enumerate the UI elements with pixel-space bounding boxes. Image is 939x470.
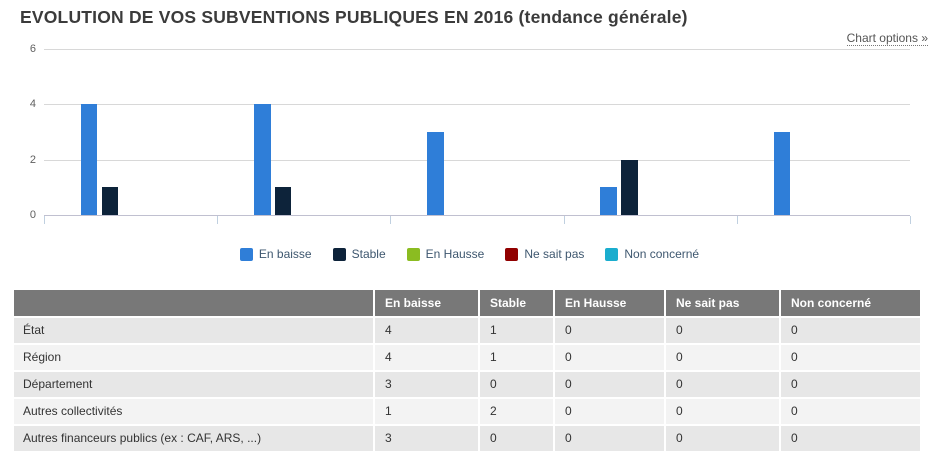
cell-value: 0	[480, 426, 555, 451]
y-axis-tick-label: 4	[29, 98, 36, 111]
cell-value: 0	[666, 372, 781, 397]
gridline	[44, 49, 910, 50]
cell-value: 0	[555, 399, 666, 424]
cell-value: 0	[781, 318, 920, 343]
cell-value: 2	[480, 399, 555, 424]
cell-value: 1	[480, 318, 555, 343]
cell-value: 0	[666, 318, 781, 343]
chart-module: EVOLUTION DE VOS SUBVENTIONS PUBLIQUES E…	[0, 0, 939, 453]
gridline	[44, 159, 910, 161]
row-label: Département	[14, 372, 375, 397]
chart-bar[interactable]	[621, 159, 638, 215]
gridline	[44, 104, 910, 106]
chart-bar[interactable]	[427, 132, 444, 215]
table-row: Département 3 0 0 0 0	[14, 372, 920, 397]
cell-value: 0	[781, 426, 920, 451]
cell-value: 0	[666, 399, 781, 424]
y-axis-tick-label: 2	[29, 153, 36, 166]
y-axis-tick-label: 0	[29, 209, 36, 221]
column-header	[14, 290, 375, 316]
chart-bar[interactable]	[600, 187, 617, 215]
table-row: Autres collectivités 1 2 0 0 0	[14, 399, 920, 424]
cell-value: 4	[375, 345, 480, 370]
x-axis-line	[44, 215, 910, 216]
module-header: EVOLUTION DE VOS SUBVENTIONS PUBLIQUES E…	[0, 0, 939, 46]
legend-label: Stable	[351, 247, 386, 261]
legend-item[interactable]: En Hausse	[406, 247, 485, 261]
table-row: Région 4 1 0 0 0	[14, 345, 920, 370]
x-axis-tick	[910, 216, 911, 224]
bar-chart: 6 4 2 0	[0, 39, 939, 227]
cell-value: 0	[480, 372, 555, 397]
legend-swatch	[505, 247, 519, 261]
chart-options-link[interactable]: Chart options »	[846, 31, 928, 46]
cell-value: 0	[781, 345, 920, 370]
cell-value: 0	[781, 399, 920, 424]
x-axis-tick	[563, 216, 565, 224]
legend-label: En baisse	[258, 247, 312, 261]
x-axis-tick	[736, 216, 738, 224]
y-axis-tick-label: 6	[29, 43, 36, 55]
column-header: En baisse	[375, 290, 480, 316]
cell-value: 4	[375, 318, 480, 343]
legend-label: Ne sait pas	[524, 247, 585, 261]
legend-label: En Hausse	[425, 247, 485, 261]
cell-value: 3	[375, 372, 480, 397]
legend-label: Non concerné	[624, 247, 700, 261]
chart-bar[interactable]	[80, 104, 98, 215]
legend-swatch	[406, 247, 420, 261]
column-header: Stable	[480, 290, 555, 316]
legend-item[interactable]: Ne sait pas	[505, 247, 584, 261]
column-header: En Hausse	[555, 290, 666, 316]
legend-swatch	[605, 247, 619, 261]
row-label: Région	[14, 345, 375, 370]
cell-value: 1	[480, 345, 555, 370]
cell-value: 0	[555, 345, 666, 370]
table-header-row: En baisse Stable En Hausse Ne sait pas Non c…	[14, 290, 920, 316]
cell-value: 0	[781, 372, 920, 397]
cell-value: 0	[555, 372, 666, 397]
legend-swatch	[239, 247, 253, 261]
row-label: Autres collectivités	[14, 399, 375, 424]
column-header: Non concerné	[781, 290, 920, 316]
row-label: Autres financeurs publics (ex : CAF, ARS…	[14, 426, 375, 451]
cell-value: 0	[666, 345, 781, 370]
row-label: État	[14, 318, 375, 343]
legend-item[interactable]: En baisse	[239, 247, 312, 261]
chart-bar[interactable]	[773, 132, 791, 215]
legend-item[interactable]: Stable	[332, 247, 386, 261]
data-table: En baisse Stable En Hausse Ne sait pas Non c…	[14, 288, 920, 453]
x-axis-tick	[44, 216, 45, 224]
cell-value: 1	[375, 399, 480, 424]
column-header: Ne sait pas	[666, 290, 781, 316]
x-axis-tick	[217, 216, 219, 224]
page-title: EVOLUTION DE VOS SUBVENTIONS PUBLIQUES E…	[20, 7, 688, 27]
cell-value: 0	[666, 426, 781, 451]
legend-item[interactable]: Non concerné	[605, 247, 699, 261]
chart-legend: En baisse Stable En Hausse Ne sait pas Non c…	[0, 246, 939, 262]
x-axis-tick	[390, 216, 392, 224]
chart-bar[interactable]	[253, 104, 271, 215]
chart-bar[interactable]	[274, 187, 292, 215]
chart-bar[interactable]	[101, 187, 119, 215]
table-row: Autres financeurs publics (ex : CAF, ARS…	[14, 426, 920, 451]
legend-swatch	[332, 247, 346, 261]
table-row: État 4 1 0 0 0	[14, 318, 920, 343]
cell-value: 0	[555, 318, 666, 343]
cell-value: 3	[375, 426, 480, 451]
cell-value: 0	[555, 426, 666, 451]
